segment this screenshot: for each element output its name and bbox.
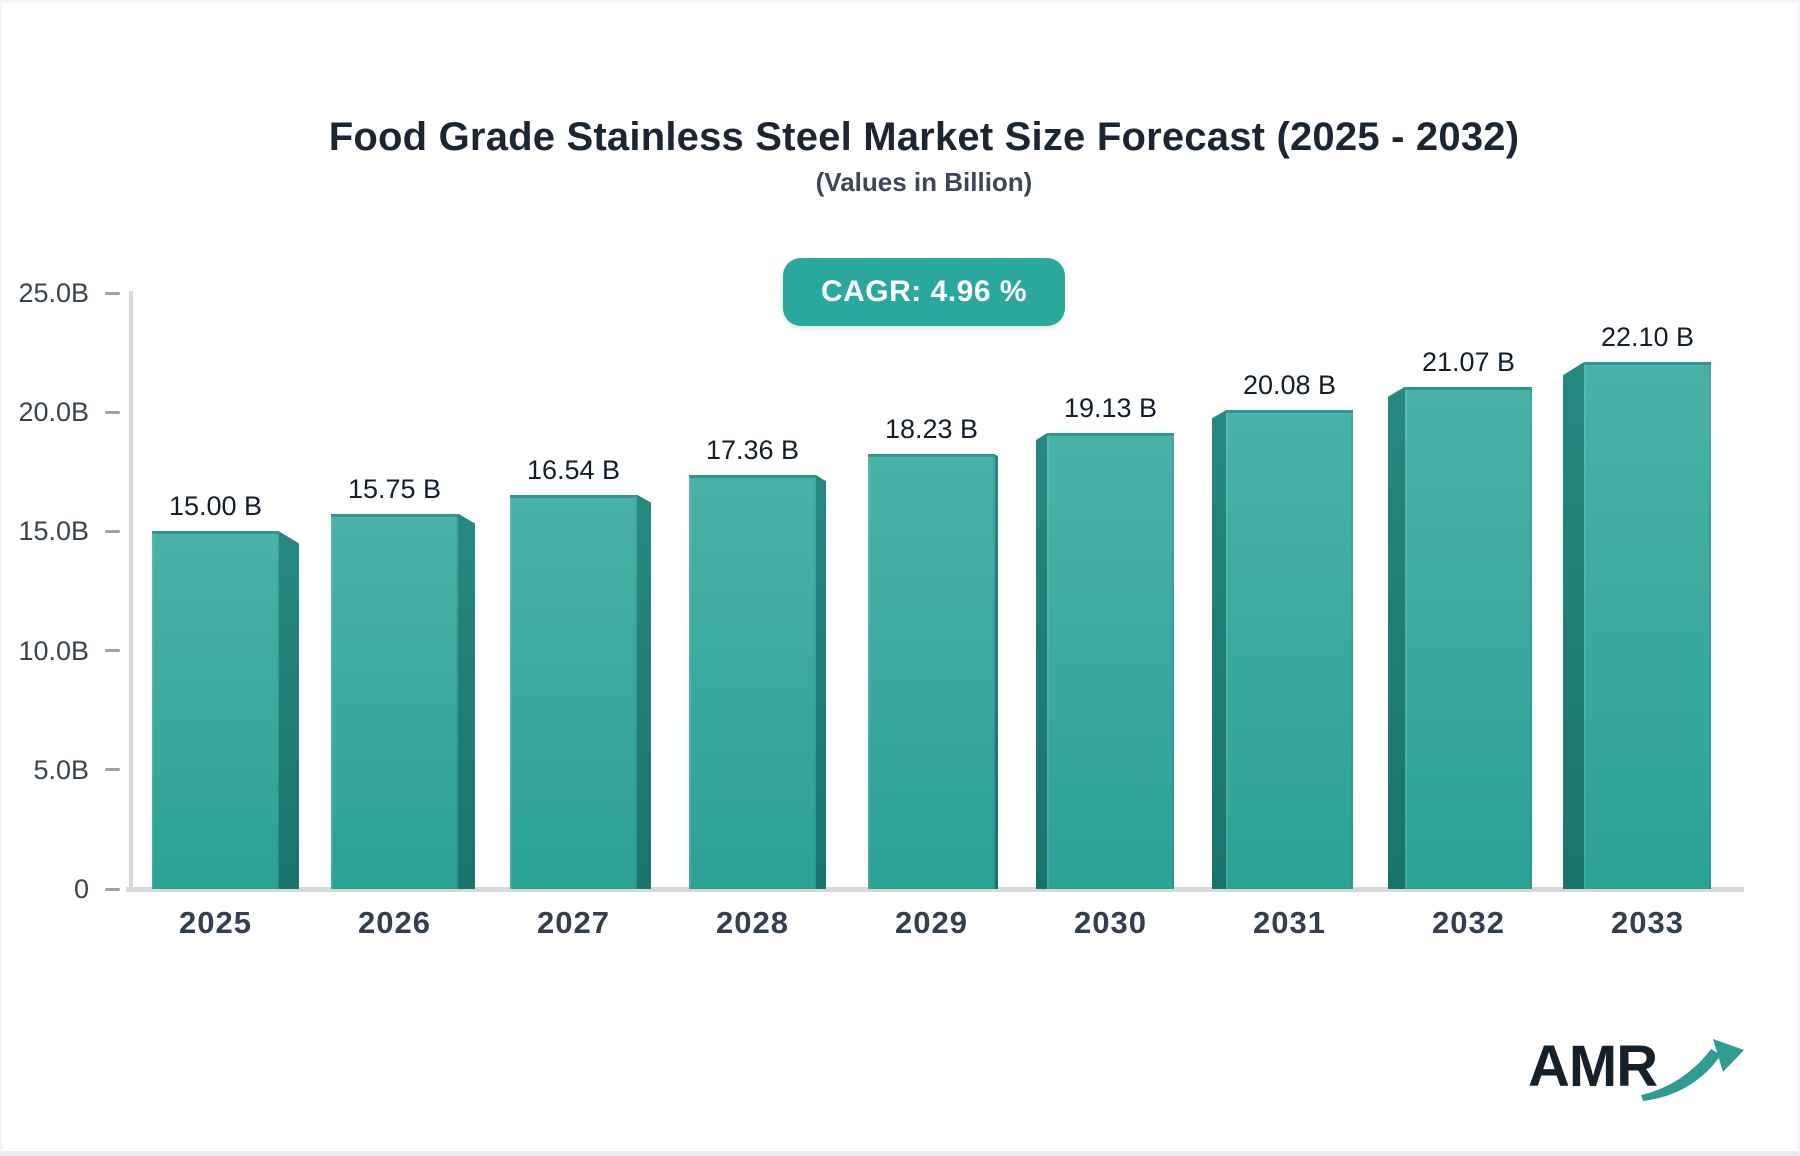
bar-value-label-2026: 15.75 B — [347, 473, 442, 504]
y-tick-label-0: 0 — [73, 874, 89, 904]
bar-2030[interactable] — [1047, 432, 1174, 889]
bar-value-label-2029: 18.23 B — [884, 414, 979, 445]
x-category-label-2027: 2027 — [537, 905, 610, 940]
bar-side-2027 — [637, 494, 651, 889]
bar-value-label-2025: 15.00 B — [168, 491, 263, 522]
bar-2028[interactable] — [689, 475, 816, 889]
x-axis-line — [126, 887, 1744, 892]
bar-2031[interactable] — [1226, 410, 1353, 889]
bar-side-2025 — [279, 531, 299, 889]
x-category-label-2031: 2031 — [1253, 905, 1326, 940]
cagr-badge: CAGR: 4.96 % — [782, 258, 1066, 326]
y-tick-label-25.0B: 25.0B — [18, 278, 89, 308]
bar-2033[interactable] — [1584, 362, 1711, 889]
x-category-label-2029: 2029 — [895, 905, 968, 940]
x-category-label-2032: 2032 — [1432, 905, 1505, 940]
bar-value-label-2030: 19.13 B — [1063, 392, 1158, 423]
y-tick-20.0B — [105, 410, 120, 414]
bar-2026[interactable] — [331, 513, 458, 889]
bar-side-2032 — [1388, 386, 1405, 889]
y-tick-25.0B — [105, 291, 120, 295]
bar-chart: 0 5.0B 10.0B 15.0B 20.0B 25.0B 15.00 B 2025 15.7… — [2, 3, 1797, 1151]
bar-2032[interactable] — [1405, 386, 1532, 889]
amr-logo-text: AMR — [1528, 1034, 1658, 1099]
x-category-label-2028: 2028 — [716, 905, 789, 940]
bar-value-label-2031: 20.08 B — [1242, 370, 1337, 401]
y-tick-5.0B — [105, 768, 120, 772]
y-tick-0 — [105, 887, 120, 891]
bar-side-2030 — [1036, 432, 1047, 889]
y-tick-label-15.0B: 15.0B — [18, 516, 89, 547]
bar-2029[interactable] — [868, 454, 995, 889]
y-tick-label-20.0B: 20.0B — [18, 397, 89, 428]
x-category-label-2033: 2033 — [1611, 905, 1684, 940]
bar-side-2029 — [995, 454, 998, 889]
y-tick-label-10.0B: 10.0B — [18, 635, 89, 666]
bar-side-2026 — [458, 513, 475, 889]
bar-value-label-2028: 17.36 B — [705, 435, 800, 466]
y-tick-label-5.0B: 5.0B — [33, 754, 89, 785]
bar-side-2033 — [1563, 362, 1584, 889]
chart-title: Food Grade Stainless Steel Market Size F… — [328, 115, 1520, 159]
x-category-label-2026: 2026 — [358, 905, 431, 940]
bar-side-2028 — [816, 475, 826, 889]
bar-side-2031 — [1212, 410, 1226, 889]
growth-arrow-icon — [1641, 1039, 1745, 1101]
bar-value-label-2032: 21.07 B — [1421, 346, 1516, 377]
x-category-label-2030: 2030 — [1074, 905, 1147, 940]
bar-2025[interactable] — [152, 531, 279, 889]
bar-2027[interactable] — [510, 494, 637, 889]
bar-value-label-2027: 16.54 B — [526, 454, 621, 485]
chart-subtitle: (Values in Billion) — [815, 167, 1033, 197]
amr-logo: AMR — [1528, 1037, 1745, 1103]
y-axis-line — [129, 291, 133, 889]
y-tick-10.0B — [105, 649, 120, 653]
bar-value-label-2033: 22.10 B — [1600, 322, 1695, 353]
x-category-label-2025: 2025 — [179, 905, 252, 940]
y-tick-15.0B — [105, 529, 120, 533]
